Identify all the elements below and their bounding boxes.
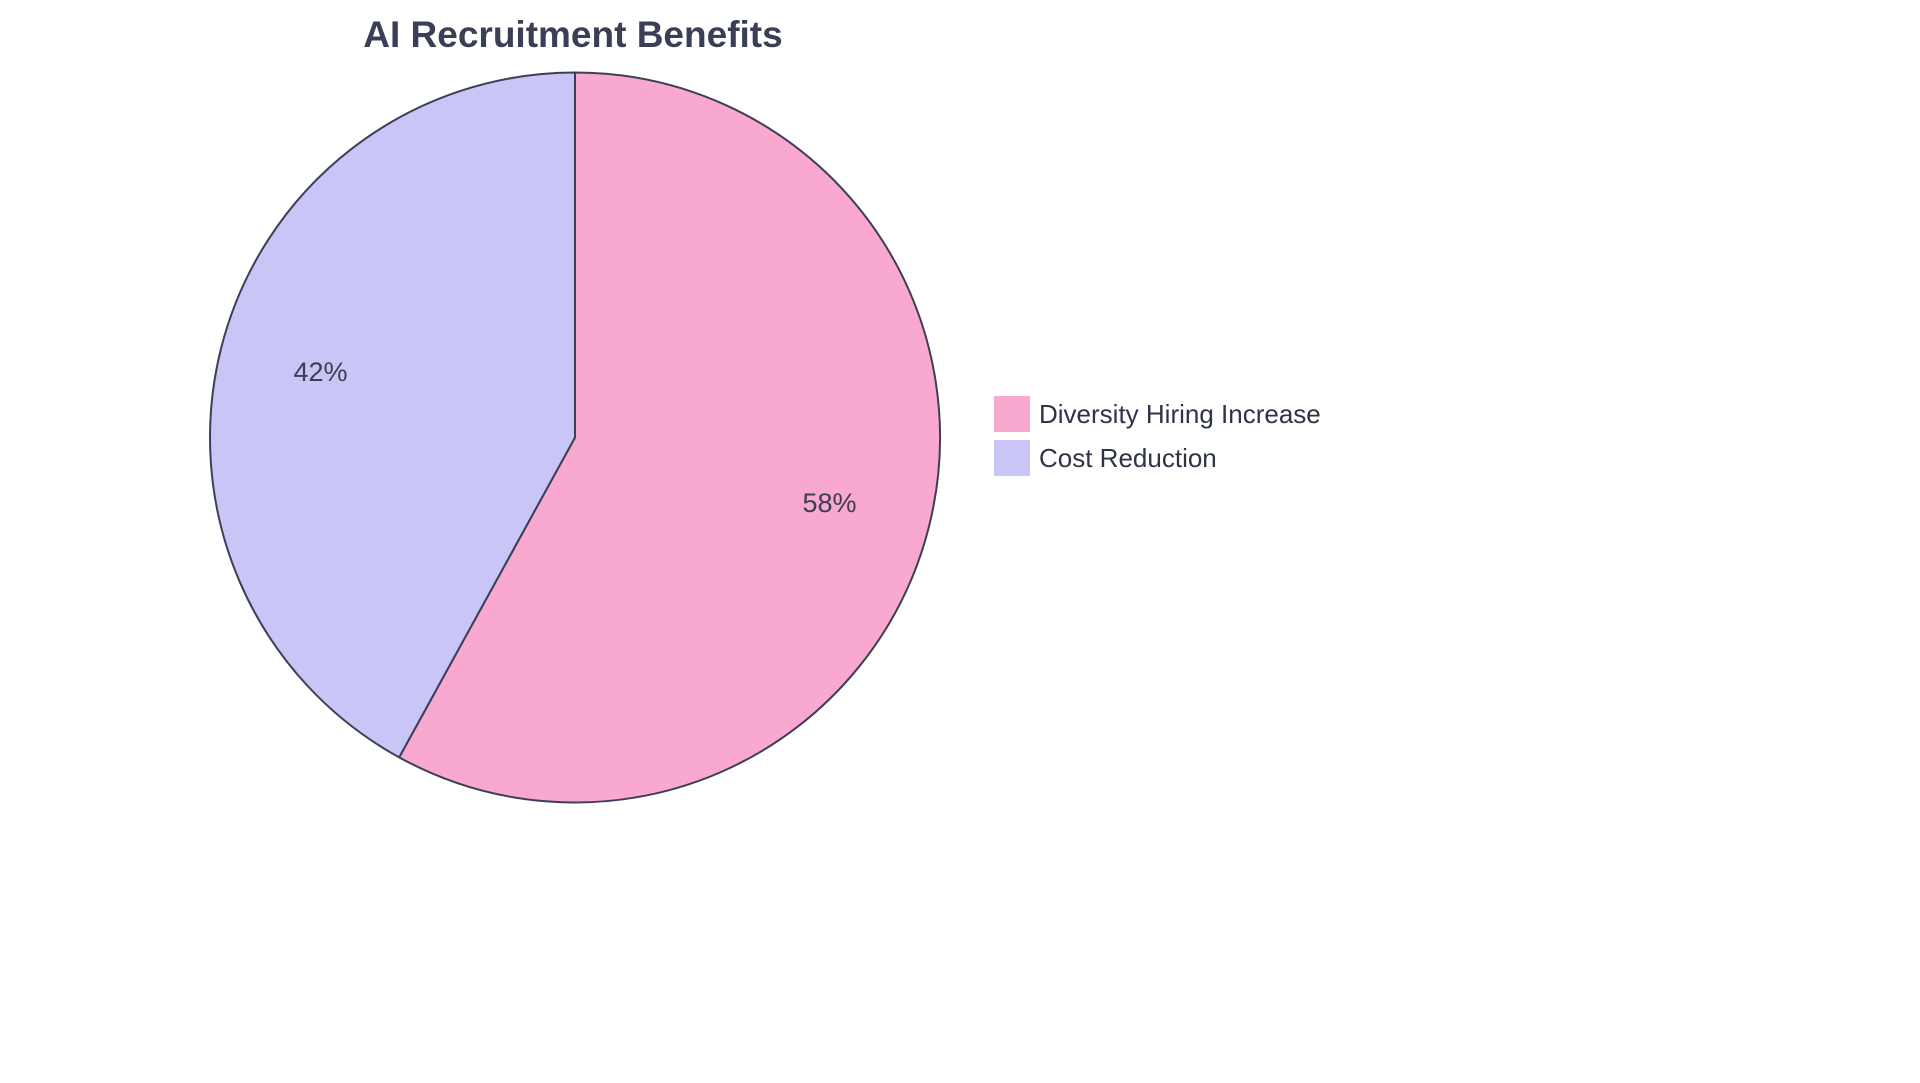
slice-label-diversity-hiring-increase: 58%	[802, 488, 856, 518]
chart-title: AI Recruitment Benefits	[363, 14, 782, 55]
pie-slice-cost-reduction	[209, 71, 576, 759]
legend-swatch-diversity-hiring-increase	[994, 396, 1030, 432]
legend-item-diversity: Diversity Hiring Increase	[994, 392, 1321, 436]
legend-item-cost: Cost Reduction	[994, 436, 1321, 480]
slice-label-cost-reduction: 42%	[293, 357, 347, 387]
pie-slice-diversity-hiring-increase	[398, 71, 941, 804]
legend-swatch-cost-reduction	[994, 440, 1030, 476]
pie-group: 58% 42%	[209, 71, 941, 804]
legend-label-cost-reduction: Cost Reduction	[1039, 442, 1217, 473]
legend-label-diversity-hiring-increase: Diversity Hiring Increase	[1039, 398, 1321, 429]
legend: Diversity Hiring Increase Cost Reduction	[994, 392, 1321, 480]
